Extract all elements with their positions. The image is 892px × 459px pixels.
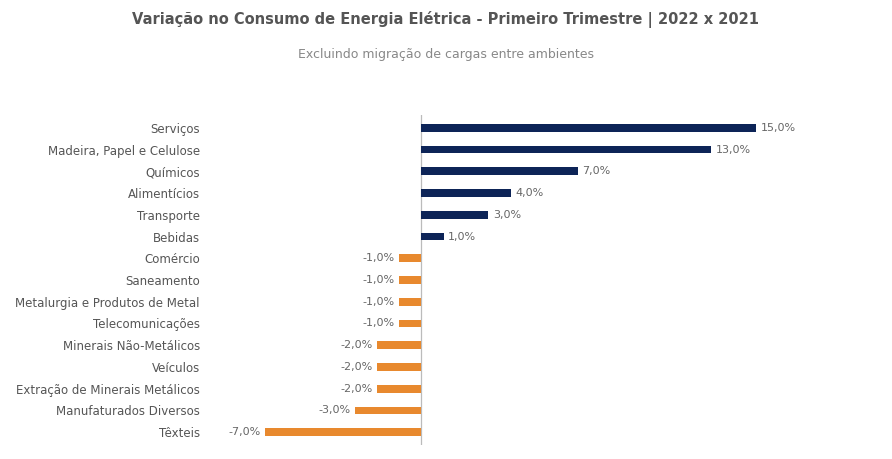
Text: 1,0%: 1,0% (448, 231, 476, 241)
Bar (421, 233, 443, 241)
Text: -1,0%: -1,0% (362, 319, 394, 329)
Bar (399, 298, 421, 306)
Bar (376, 363, 421, 371)
Bar (421, 124, 756, 132)
Text: -2,0%: -2,0% (340, 362, 372, 372)
Bar (421, 168, 578, 175)
Bar (399, 276, 421, 284)
Text: -7,0%: -7,0% (228, 427, 260, 437)
Bar (376, 385, 421, 392)
Text: 13,0%: 13,0% (715, 145, 751, 155)
Bar (399, 319, 421, 327)
Text: -2,0%: -2,0% (340, 340, 372, 350)
Text: -1,0%: -1,0% (362, 253, 394, 263)
Bar (265, 428, 421, 436)
Text: -2,0%: -2,0% (340, 384, 372, 394)
Bar (421, 211, 488, 218)
Text: 15,0%: 15,0% (760, 123, 796, 133)
Text: -1,0%: -1,0% (362, 275, 394, 285)
Bar (421, 146, 711, 153)
Bar (376, 341, 421, 349)
Text: 4,0%: 4,0% (515, 188, 543, 198)
Text: 7,0%: 7,0% (582, 166, 610, 176)
Bar (399, 254, 421, 262)
Bar (421, 189, 510, 197)
Text: Variação no Consumo de Energia Elétrica - Primeiro Trimestre | 2022 x 2021: Variação no Consumo de Energia Elétrica … (133, 11, 759, 28)
Text: Excluindo migração de cargas entre ambientes: Excluindo migração de cargas entre ambie… (298, 48, 594, 61)
Text: -1,0%: -1,0% (362, 297, 394, 307)
Text: -3,0%: -3,0% (318, 405, 350, 415)
Text: 3,0%: 3,0% (492, 210, 521, 220)
Bar (354, 407, 421, 414)
